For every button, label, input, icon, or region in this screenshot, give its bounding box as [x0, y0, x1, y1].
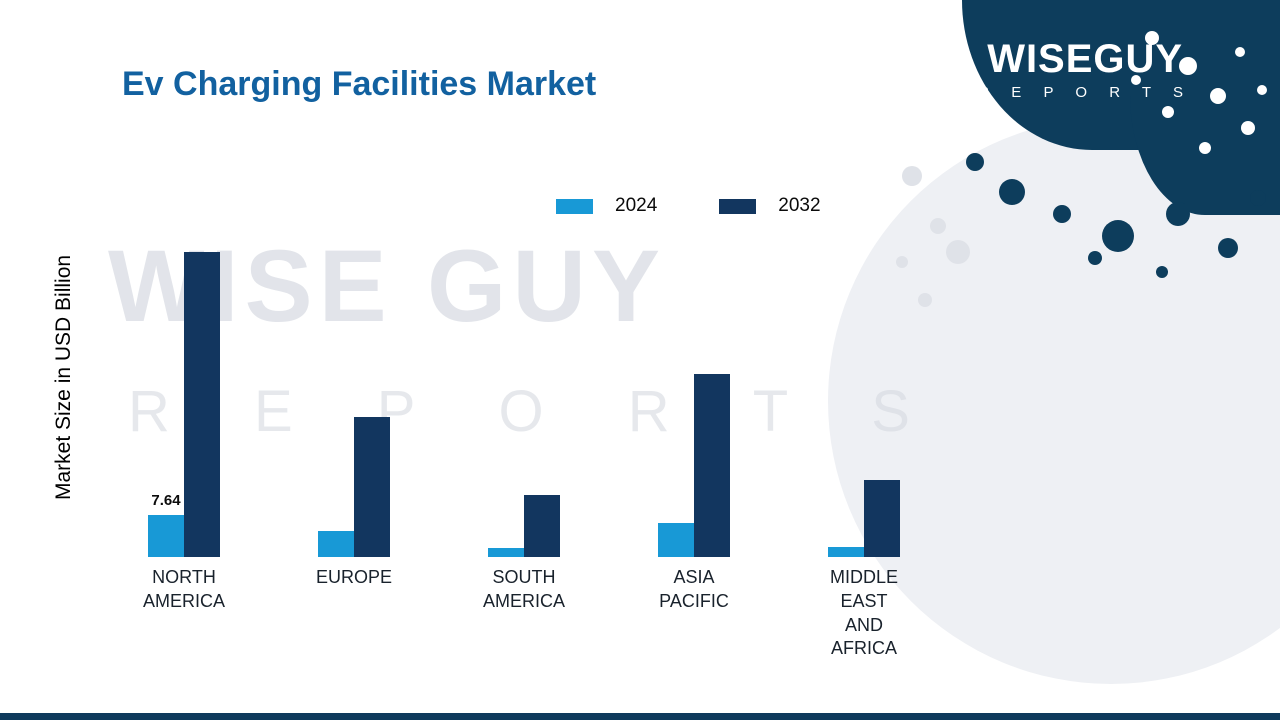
category-label-south-america: SOUTH AMERICA — [482, 567, 565, 611]
decorative-dot — [1162, 106, 1174, 118]
barwrap — [184, 252, 220, 557]
bar-group-europe — [318, 417, 390, 557]
decorative-dot — [1210, 88, 1226, 104]
decorative-dot — [1156, 266, 1168, 278]
barwrap — [318, 531, 354, 557]
decorative-dot — [1145, 31, 1159, 45]
bar-2024-middle-east-and-africa — [828, 547, 864, 557]
category-label-middle-east-and-africa: MIDDLE EAST AND AFRICA — [829, 567, 898, 659]
bar-chart-plot-area: 7.64 — [0, 227, 1280, 557]
decorative-dot — [1250, 190, 1266, 206]
barwrap — [354, 417, 390, 557]
legend-item-2032: 2032 — [719, 195, 821, 217]
decorative-dot — [1131, 75, 1141, 85]
bar-2032-north-america — [184, 252, 220, 557]
decorative-dot — [1166, 202, 1190, 226]
legend-label-2032: 2032 — [778, 195, 821, 216]
wise-guy-reports-logo: WISEGUY R E P O R T S — [978, 38, 1192, 101]
decorative-dot — [1102, 220, 1134, 252]
legend-label-2024: 2024 — [615, 195, 658, 216]
bottom-accent-bar — [0, 713, 1280, 720]
barwrap — [524, 495, 560, 557]
decorative-dot — [1088, 251, 1102, 265]
barwrap — [488, 548, 524, 557]
bar-2032-europe — [354, 417, 390, 557]
chart-legend: 2024 2032 — [556, 195, 821, 217]
legend-swatch-2032 — [719, 198, 757, 214]
decorative-dot — [999, 179, 1025, 205]
bar-value-label: 7.64 — [151, 492, 181, 509]
decorative-dot — [1257, 85, 1267, 95]
category-label-asia-pacific: ASIA PACIFIC — [659, 567, 729, 611]
decorative-dot — [1218, 238, 1238, 258]
bar-2024-asia-pacific — [658, 523, 694, 557]
barwrap — [694, 374, 730, 557]
decorative-dot — [1241, 121, 1255, 135]
decorative-dot — [896, 256, 908, 268]
bar-group-north-america: 7.64 — [148, 252, 220, 557]
bar-2024-south-america — [488, 548, 524, 557]
decorative-dot — [1235, 47, 1245, 57]
bar-2032-asia-pacific — [694, 374, 730, 557]
bar-group-middle-east-and-africa — [828, 480, 900, 557]
logo-reports-text: R E P O R T S — [978, 84, 1192, 101]
watermark-reports-text: R E P O R T S — [128, 379, 944, 444]
bar-group-asia-pacific — [658, 374, 730, 557]
decorative-dot — [1179, 57, 1197, 75]
bar-2032-middle-east-and-africa — [864, 480, 900, 557]
bar-group-south-america — [488, 495, 560, 557]
legend-item-2024: 2024 — [556, 195, 657, 217]
bar-2032-south-america — [524, 495, 560, 557]
bar-2024-europe — [318, 531, 354, 557]
decorative-dot — [1199, 142, 1211, 154]
decorative-dot — [966, 153, 984, 171]
category-label-europe: EUROPE — [315, 567, 393, 587]
legend-swatch-2024 — [556, 198, 593, 214]
barwrap — [658, 523, 694, 557]
bar-2024-north-america — [148, 515, 184, 557]
barwrap — [864, 480, 900, 557]
logo-wiseguy-text: WISEGUY — [987, 37, 1184, 81]
decorative-dot — [902, 166, 922, 186]
decorative-dot — [1053, 205, 1071, 223]
barwrap — [828, 547, 864, 557]
decorative-dot — [930, 218, 946, 234]
barwrap: 7.64 — [148, 492, 184, 557]
decorative-dot — [946, 240, 970, 264]
chart-title: Ev Charging Facilities Market — [122, 64, 597, 103]
decorative-dot — [918, 293, 932, 307]
category-label-north-america: NORTH AMERICA — [142, 567, 225, 611]
